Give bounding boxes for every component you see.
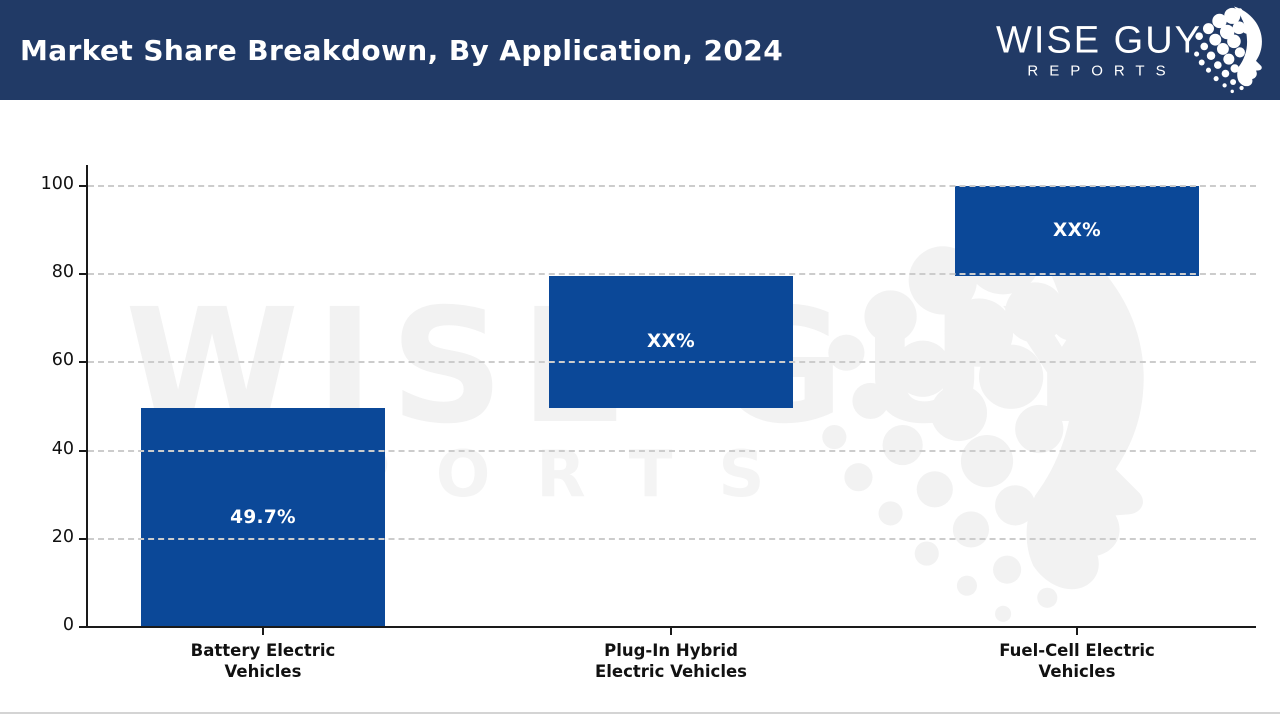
x-axis-label-line: Fuel-Cell Electric: [999, 641, 1155, 660]
y-tick-label: 80: [51, 262, 74, 283]
x-axis-label: Fuel-Cell Electric Vehicles: [917, 640, 1237, 682]
x-tick: [262, 628, 264, 635]
y-tick-label: 60: [51, 350, 74, 371]
y-tick: [79, 449, 87, 452]
bar: 49.7%: [141, 407, 385, 627]
logo-subtext: REPORTS: [1027, 62, 1177, 80]
y-gridline: [88, 537, 1256, 540]
bar-value-label: XX%: [1053, 220, 1101, 242]
y-gridline: [88, 449, 1256, 452]
x-axis-label: Battery Electric Vehicles: [103, 640, 423, 682]
y-gridline: [88, 273, 1256, 276]
bar-value-label: XX%: [647, 331, 695, 353]
x-tick: [670, 628, 672, 635]
y-tick: [79, 537, 87, 540]
x-axis-label: Plug-In Hybrid Electric Vehicles: [511, 640, 831, 682]
y-gridline: [88, 361, 1256, 364]
logo-wordmark: WISE GUY: [995, 19, 1202, 62]
x-axis-label-line: Battery Electric: [190, 641, 336, 660]
x-axis-label-line: Vehicles: [1038, 662, 1116, 681]
wiseguy-logo: WISE GUY REPORTS: [996, 21, 1202, 80]
bar-value-label: 49.7%: [230, 506, 296, 528]
wiseguy-head-icon: [1194, 6, 1262, 94]
y-gridline: [88, 185, 1256, 187]
header-banner: Market Share Breakdown, By Application, …: [0, 0, 1280, 100]
page-title: Market Share Breakdown, By Application, …: [20, 33, 784, 67]
y-tick-label: 100: [40, 174, 74, 194]
y-tick: [79, 273, 87, 276]
y-tick-label: 0: [62, 615, 74, 635]
y-tick: [79, 185, 87, 187]
chart-area: WISE GUY REPORTS 49.7% XX% XX% 0 20 40 60 80 10…: [0, 100, 1280, 714]
y-tick-label: 20: [51, 526, 74, 547]
bar: XX%: [955, 186, 1199, 276]
x-axis-label-line: Vehicles: [224, 662, 302, 681]
y-tick-label: 40: [51, 438, 74, 459]
y-axis-spine: [86, 165, 88, 628]
x-axis-label-line: Plug-In Hybrid: [604, 641, 738, 660]
x-axis-label-line: Electric Vehicles: [594, 662, 747, 681]
y-tick: [79, 361, 87, 364]
footer-divider: [0, 712, 1280, 714]
bar: XX%: [549, 275, 793, 408]
x-axis-spine: [86, 626, 1256, 628]
y-tick: [79, 626, 87, 628]
x-tick: [1076, 628, 1078, 635]
